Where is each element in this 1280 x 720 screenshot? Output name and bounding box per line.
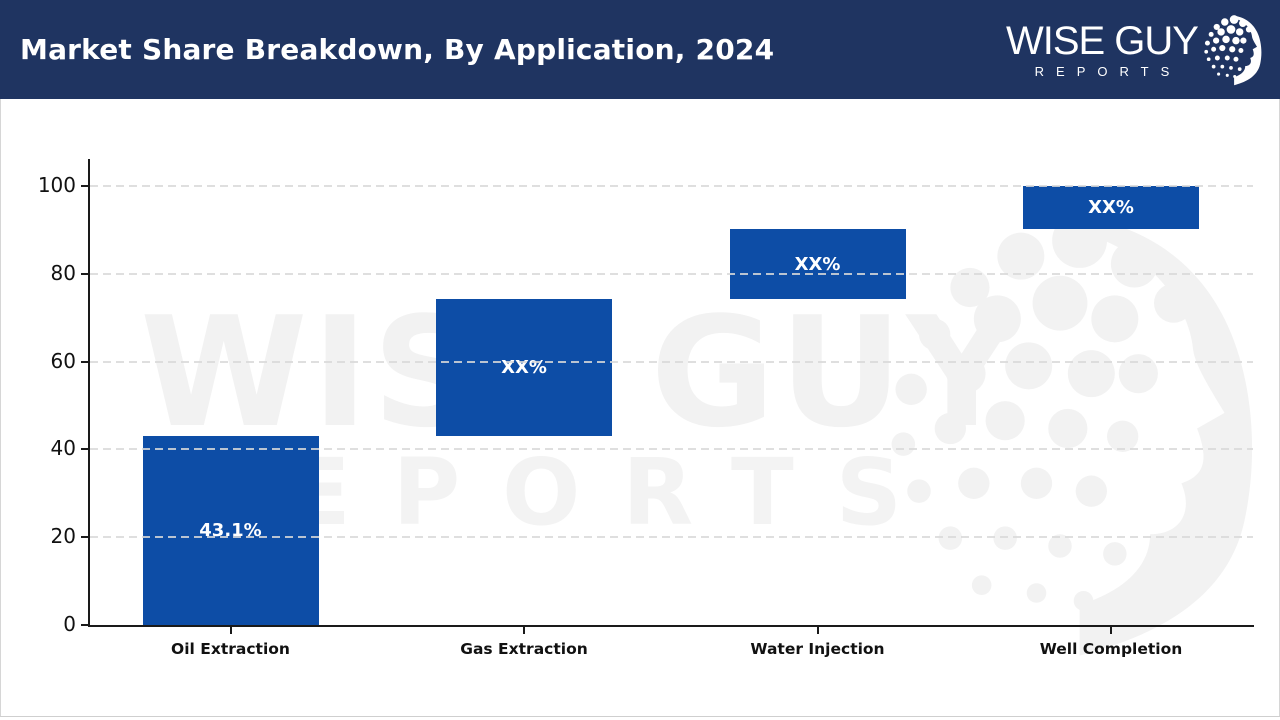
watermark-face-icon <box>891 217 1253 656</box>
chart-plot-area: WISE GUY REPORTS 0 20 40 60 80 100 43.1% Oil Ex… <box>0 99 1280 720</box>
brand-logo-text: WISE GUY REPORTS <box>1005 19 1199 79</box>
y-tick-100 <box>81 185 89 187</box>
y-tick-label-40: 40 <box>50 436 76 461</box>
x-tick-2 <box>816 627 819 634</box>
category-label-3: Well Completion <box>1039 640 1183 658</box>
y-axis-line <box>88 159 90 627</box>
bar-gas-extraction: XX% <box>436 298 612 436</box>
gridline-60 <box>90 360 1253 363</box>
x-tick-1 <box>523 627 525 634</box>
y-tick-label-0: 0 <box>63 612 76 636</box>
y-tick-label-60: 60 <box>50 348 76 373</box>
y-tick-40 <box>81 448 89 451</box>
brand-logo: WISE GUY REPORTS <box>1006 6 1266 94</box>
bar-oil-extraction: 43.1% <box>142 435 319 625</box>
gridline-100 <box>90 185 1253 187</box>
gridline-40 <box>90 448 1253 451</box>
y-tick-label-20: 20 <box>50 524 76 549</box>
gridline-20 <box>90 536 1253 539</box>
category-label-2: Water Injection <box>750 640 885 658</box>
brand-name: WISE GUY <box>1005 19 1199 63</box>
y-tick-80 <box>81 272 89 275</box>
y-tick-60 <box>81 360 89 363</box>
y-tick-label-80: 80 <box>50 260 76 285</box>
x-tick-3 <box>1110 627 1112 634</box>
gridline-80 <box>90 272 1253 275</box>
category-label-0: Oil Extraction <box>171 640 290 658</box>
footer-divider <box>0 716 1280 717</box>
y-tick-20 <box>81 536 89 539</box>
header-banner: Market Share Breakdown, By Application, … <box>0 0 1280 99</box>
bar-value-label: 43.1% <box>199 519 262 541</box>
category-label-1: Gas Extraction <box>460 640 588 658</box>
x-tick-0 <box>229 627 232 634</box>
bar-value-label: XX% <box>1088 197 1134 219</box>
brand-subtitle: REPORTS <box>1034 64 1182 79</box>
page-title: Market Share Breakdown, By Application, … <box>20 33 775 66</box>
x-axis-line <box>88 625 1254 627</box>
y-tick-0 <box>81 624 89 626</box>
bar-water-injection: XX% <box>729 229 906 299</box>
y-tick-label-100: 100 <box>37 173 76 197</box>
bar-value-label: XX% <box>794 253 841 275</box>
bar-well-completion: XX% <box>1023 186 1199 230</box>
brand-face-icon <box>1204 15 1262 86</box>
